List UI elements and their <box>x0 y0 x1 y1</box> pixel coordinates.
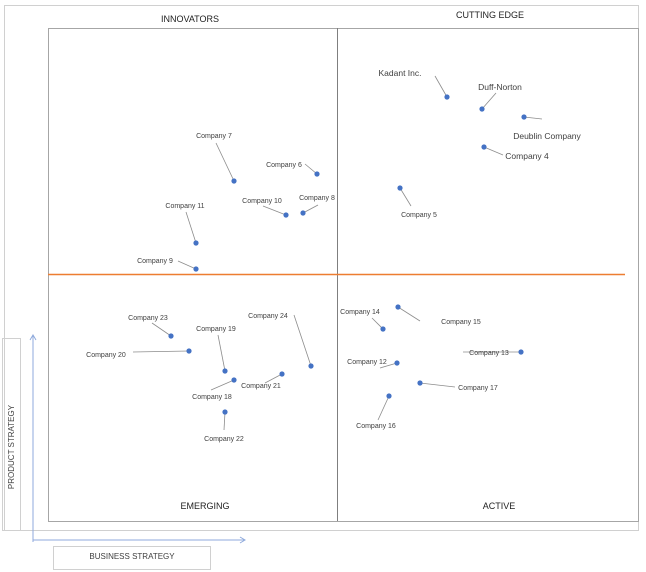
leader-line-company-15 <box>397 306 421 322</box>
leader-line-company-6 <box>304 163 318 175</box>
leader-line-company-5 <box>399 187 412 207</box>
leader-line-company-10 <box>262 205 287 216</box>
point-company-5 <box>397 185 403 191</box>
point-kadant-inc <box>444 94 450 100</box>
leader-line-company-8 <box>302 204 319 214</box>
leader-line-kadant-inc <box>434 75 448 98</box>
quadrant-label-active: ACTIVE <box>483 501 516 511</box>
point-company-17 <box>417 380 423 386</box>
point-duff-norton <box>479 106 485 112</box>
leader-line-company-17 <box>419 382 456 388</box>
point-label-company-11: Company 11 <box>165 203 204 210</box>
point-label-company-20: Company 20 <box>86 352 126 359</box>
quadrant-label-cutting-edge: CUTTING EDGE <box>456 10 524 20</box>
point-company-12 <box>394 360 400 366</box>
point-label-company-16: Company 16 <box>356 423 396 430</box>
point-company-23 <box>168 333 174 339</box>
leader-line-company-16 <box>377 395 390 421</box>
leader-line-duff-norton <box>481 92 497 110</box>
point-company-20 <box>186 348 192 354</box>
point-company-6 <box>314 171 320 177</box>
point-label-company-18: Company 18 <box>192 394 232 401</box>
leader-line-company-7 <box>215 142 235 182</box>
point-label-company-19: Company 19 <box>196 326 236 333</box>
point-label-company-24: Company 24 <box>248 313 288 320</box>
point-company-16 <box>386 393 392 399</box>
point-company-9 <box>193 266 199 272</box>
point-company-15 <box>395 304 401 310</box>
point-deublin-company <box>521 114 527 120</box>
point-company-22 <box>222 409 228 415</box>
leader-line-company-20 <box>132 350 190 353</box>
point-label-company-22: Company 22 <box>204 436 244 443</box>
point-label-company-10: Company 10 <box>242 198 282 205</box>
point-label-company-4: Company 4 <box>505 151 549 161</box>
leader-line-company-12 <box>379 362 398 369</box>
point-label-company-12: Company 12 <box>347 359 387 366</box>
outer-frame <box>4 5 639 531</box>
point-label-company-7: Company 7 <box>196 133 232 140</box>
point-company-4 <box>481 144 487 150</box>
x-axis-arrowhead <box>239 536 246 544</box>
point-company-8 <box>300 210 306 216</box>
point-company-11 <box>193 240 199 246</box>
point-company-21 <box>279 371 285 377</box>
x-axis-label: BUSINESS STRATEGY <box>89 552 175 561</box>
x-axis-label-box <box>53 546 211 570</box>
point-company-19 <box>222 368 228 374</box>
point-label-company-15: Company 15 <box>441 319 481 326</box>
point-label-company-9: Company 9 <box>137 258 173 265</box>
quadrant-label-emerging: EMERGING <box>180 501 229 511</box>
point-company-18 <box>231 377 237 383</box>
point-label-company-17: Company 17 <box>458 385 498 392</box>
point-label-company-5: Company 5 <box>401 212 437 219</box>
point-label-company-13: Company 13 <box>469 350 509 357</box>
y-axis-label-box <box>2 338 21 531</box>
leader-line-company-18 <box>210 379 235 391</box>
point-label-kadant-inc: Kadant Inc. <box>378 68 421 78</box>
leader-line-company-9 <box>177 260 197 270</box>
y-axis-arrowhead <box>29 334 37 341</box>
leader-line-company-11 <box>185 211 197 244</box>
leader-line-company-19 <box>217 334 226 372</box>
point-company-10 <box>283 212 289 218</box>
point-label-company-23: Company 23 <box>128 315 168 322</box>
point-company-24 <box>308 363 314 369</box>
point-label-duff-norton: Duff-Norton <box>478 82 522 92</box>
point-label-company-8: Company 8 <box>299 195 335 202</box>
leader-line-company-23 <box>151 322 172 337</box>
leader-line-company-22 <box>223 411 226 431</box>
y-axis-label: PRODUCT STRATEGY <box>7 404 16 489</box>
leader-line-company-4 <box>483 146 504 156</box>
point-label-deublin-company: Deublin Company <box>513 131 581 141</box>
leader-line-deublin-company <box>523 116 543 120</box>
point-company-13 <box>518 349 524 355</box>
point-label-company-21: Company 21 <box>241 383 281 390</box>
points-layer: Kadant Inc. Duff-Norton Deublin Company Com… <box>86 68 581 443</box>
point-company-7 <box>231 178 237 184</box>
point-label-company-6: Company 6 <box>266 162 302 169</box>
quadrant-label-innovators: INNOVATORS <box>161 14 219 24</box>
leader-line-company-21 <box>264 373 283 384</box>
point-company-14 <box>380 326 386 332</box>
leader-line-company-24 <box>293 314 312 367</box>
point-label-company-14: Company 14 <box>340 309 380 316</box>
